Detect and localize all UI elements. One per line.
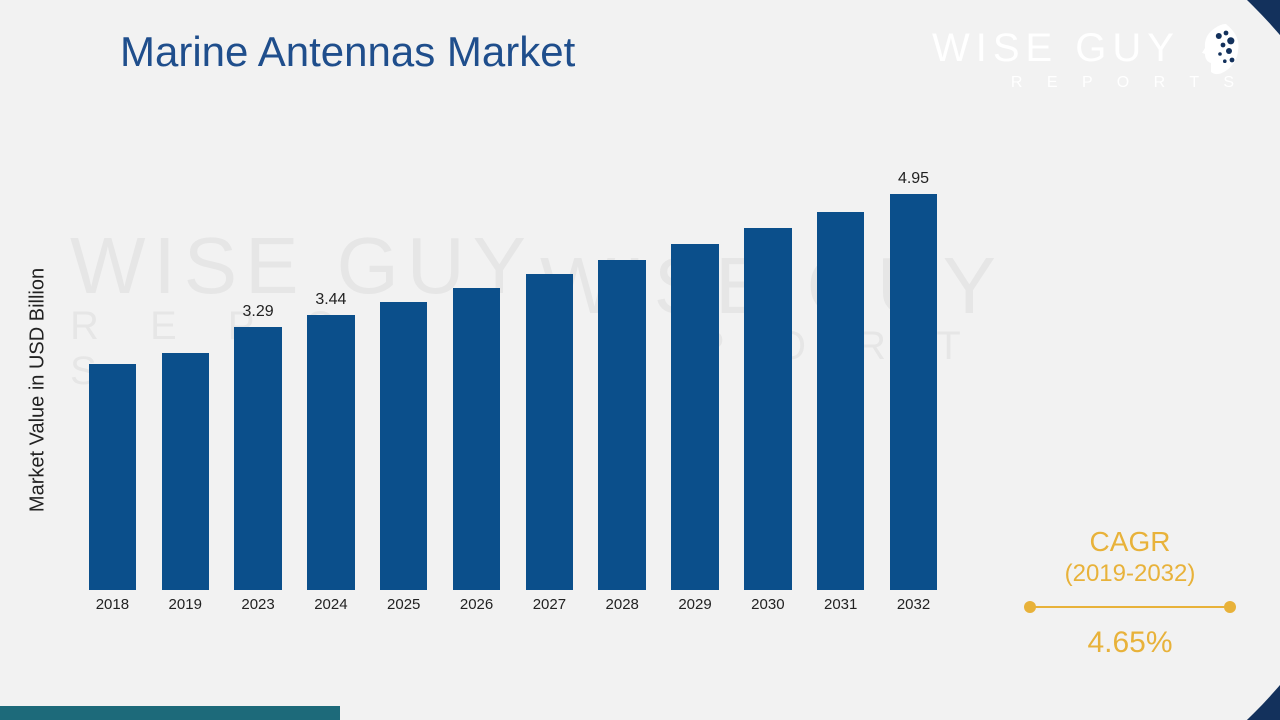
- bar: [307, 315, 354, 590]
- x-tick-label: 2023: [228, 590, 289, 630]
- logo-line1: WISE GUY: [932, 18, 1244, 78]
- bar: [526, 274, 573, 590]
- cagr-divider: [1030, 606, 1230, 608]
- x-tick-label: 2019: [155, 590, 216, 630]
- bar-col: [373, 150, 434, 590]
- x-tick-label: 2027: [519, 590, 580, 630]
- bar-col: [82, 150, 143, 590]
- bar-value-label: 4.95: [898, 170, 929, 188]
- cagr-value: 4.65%: [1020, 626, 1240, 660]
- cagr-label: CAGR: [1020, 526, 1240, 558]
- bar: [598, 260, 645, 590]
- bar-value-label: 3.29: [242, 303, 273, 321]
- y-axis-label: Market Value in USD Billion: [27, 268, 50, 512]
- bar-col: 3.29: [228, 150, 289, 590]
- bottom-accent-bar: [0, 706, 340, 720]
- bar-col: [155, 150, 216, 590]
- bar-col: [665, 150, 726, 590]
- bar: [89, 364, 136, 590]
- x-tick-label: 2024: [300, 590, 361, 630]
- logo-line2: R E P O R T S: [932, 74, 1244, 92]
- bar-col: [592, 150, 653, 590]
- bar-col: 4.95: [883, 150, 944, 590]
- chart-canvas: WISE GUY R E P O R T S WISE GUY R E P O …: [0, 0, 1280, 720]
- bar-value-label: 3.44: [315, 291, 346, 309]
- bar-col: [810, 150, 871, 590]
- x-tick-label: 2028: [592, 590, 653, 630]
- x-tick-label: 2030: [737, 590, 798, 630]
- bar: [817, 212, 864, 590]
- bar-col: 3.44: [300, 150, 361, 590]
- x-tick-label: 2026: [446, 590, 507, 630]
- x-tick-label: 2032: [883, 590, 944, 630]
- logo-text-1: WISE GUY: [932, 26, 1180, 71]
- bar-col: [519, 150, 580, 590]
- x-tick-label: 2029: [665, 590, 726, 630]
- chart-title: Marine Antennas Market: [120, 28, 575, 76]
- bar: [380, 302, 427, 590]
- plot-region: 3.29 3.44 4.95: [78, 150, 948, 590]
- brand-logo: WISE GUY R E P O R T S: [932, 18, 1244, 92]
- cagr-box: CAGR (2019-2032) 4.65%: [1020, 526, 1240, 660]
- cagr-range: (2019-2032): [1020, 560, 1240, 588]
- chart-area: Market Value in USD Billion 3.293.444.95…: [48, 150, 948, 630]
- bar-col: [446, 150, 507, 590]
- x-tick-label: 2031: [810, 590, 871, 630]
- x-axis-labels: 2018 2019 2023 2024 2025 2026 2027 2028 2029 2030…: [78, 590, 948, 630]
- x-tick-label: 2018: [82, 590, 143, 630]
- bar: [744, 228, 791, 590]
- bar: [671, 244, 718, 590]
- bar-col: [737, 150, 798, 590]
- bar: [890, 194, 937, 590]
- bars-row: 3.29 3.44 4.95: [78, 150, 948, 590]
- bar: [162, 353, 209, 590]
- x-tick-label: 2025: [373, 590, 434, 630]
- head-ai-icon: [1184, 18, 1244, 78]
- bar: [453, 288, 500, 590]
- bar: [234, 327, 281, 590]
